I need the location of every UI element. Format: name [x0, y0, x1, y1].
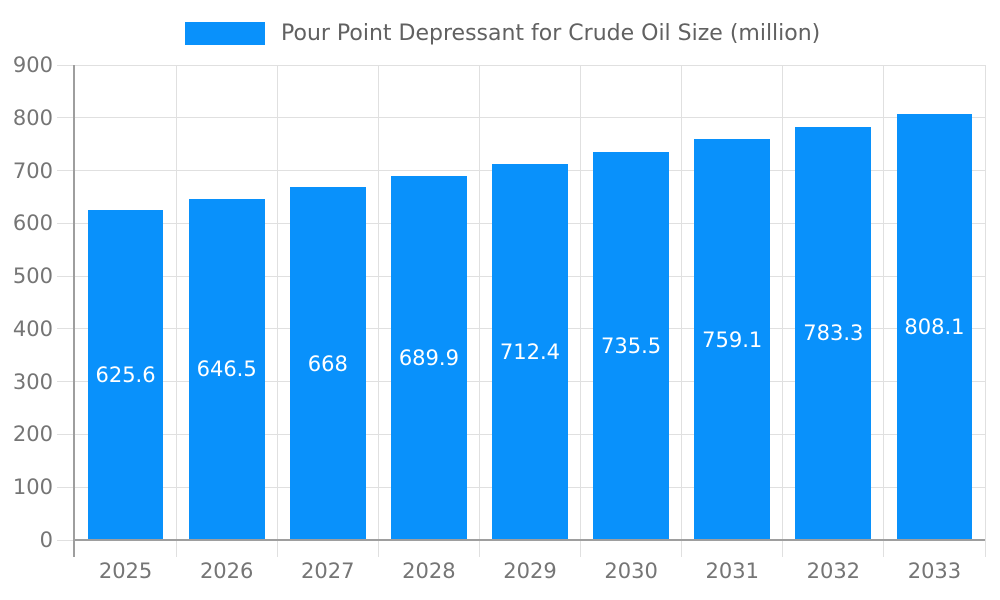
legend-swatch	[185, 21, 265, 45]
y-tick-label: 800	[12, 105, 53, 130]
y-axis-tick	[57, 381, 75, 383]
y-axis-tick	[57, 275, 75, 277]
y-axis-tick	[57, 117, 75, 119]
y-axis-tick	[57, 328, 75, 330]
y-axis-tick	[57, 170, 75, 172]
bar-value-label: 735.5	[601, 333, 662, 358]
bar-value-label: 625.6	[95, 362, 156, 387]
x-tick-label: 2031	[705, 559, 759, 583]
gridline-vertical	[276, 65, 278, 557]
y-axis-tick	[57, 222, 75, 224]
y-tick-label: 600	[12, 211, 53, 236]
gridline-vertical	[883, 65, 885, 557]
gridline-vertical	[377, 65, 379, 557]
x-tick-label: 2033	[907, 559, 962, 583]
x-tick-label: 2027	[301, 559, 355, 583]
gridline-vertical	[681, 65, 683, 557]
x-tick-label: 2029	[503, 559, 557, 583]
bar-2025	[87, 209, 164, 540]
bar-value-label: 712.4	[499, 340, 561, 364]
bar-2029	[492, 164, 568, 540]
gridline-vertical	[984, 65, 986, 557]
gridline-vertical	[580, 65, 582, 557]
y-axis-tick	[57, 433, 75, 435]
bar-2030	[593, 151, 670, 540]
y-tick-label: 400	[12, 316, 53, 341]
x-tick-label: 2032	[806, 559, 861, 583]
y-axis-tick	[57, 486, 75, 488]
y-axis-tick	[57, 64, 75, 66]
y-tick-label: 0	[39, 528, 53, 552]
y-tick-label: 900	[12, 53, 53, 77]
x-tick-label: 2025	[98, 559, 153, 583]
bar-2028	[390, 175, 467, 540]
gridline-horizontal	[75, 64, 985, 66]
x-axis-line	[75, 539, 985, 541]
y-tick-label: 200	[12, 422, 53, 447]
gridline-horizontal	[75, 117, 985, 119]
bar-value-label: 783.3	[803, 321, 864, 346]
bar-value-label: 808.1	[904, 314, 965, 339]
y-tick-label: 500	[12, 264, 53, 289]
x-tick-label: 2026	[199, 559, 254, 583]
bar-2026	[188, 198, 265, 540]
gridline-vertical	[478, 65, 480, 557]
bar-value-label: 689.9	[398, 345, 459, 370]
bar-2033	[896, 113, 973, 540]
bar-2032	[795, 126, 872, 540]
x-tick-label: 2030	[604, 559, 658, 583]
gridline-vertical	[782, 65, 784, 557]
plot-area: 0 100 200 300 400 500 600 700 800 900 625.6 2025 646…	[13, 53, 986, 583]
y-axis-line	[73, 65, 75, 557]
legend-series-label: Pour Point Depressant for Crude Oil Size…	[281, 20, 821, 46]
y-axis-tick	[57, 539, 75, 541]
bar-value-label: 646.5	[196, 357, 257, 382]
y-tick-label: 100	[12, 475, 53, 500]
y-tick-label: 300	[12, 369, 53, 394]
bar-2027	[289, 187, 366, 540]
bar-value-label: 759.1	[702, 327, 763, 352]
y-tick-label: 700	[12, 158, 53, 183]
legend-item[interactable]: Pour Point Depressant for Crude Oil Size…	[185, 20, 820, 46]
bar-value-label: 668	[307, 351, 348, 376]
x-tick-label: 2028	[402, 559, 456, 583]
bar-2031	[694, 139, 771, 540]
gridline-vertical	[175, 65, 177, 557]
